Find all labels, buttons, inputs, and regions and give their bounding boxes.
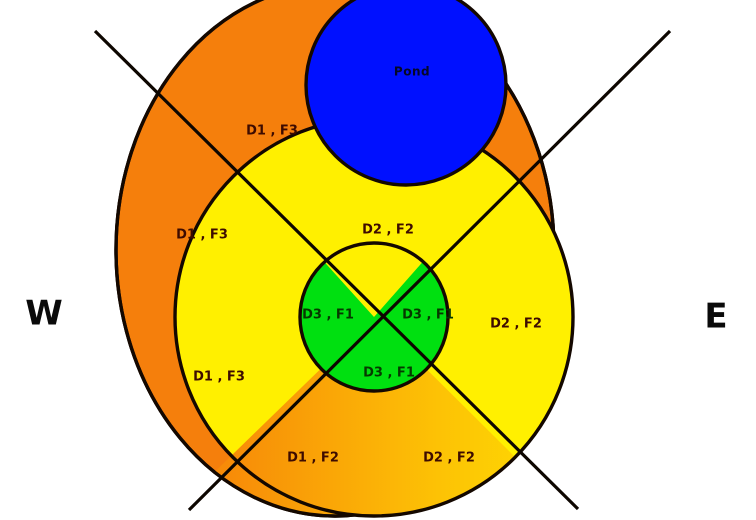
label-d2f2-bottom: D2 , F2 bbox=[423, 451, 475, 466]
label-d2f2-top: D2 , F2 bbox=[362, 223, 414, 238]
label-d1f3-top: D1 , F3 bbox=[246, 124, 298, 139]
label-d2f2-right: D2 , F2 bbox=[490, 317, 542, 332]
label-d3f1-bottom: D3 , F1 bbox=[363, 366, 415, 381]
pond-zone bbox=[304, 0, 508, 187]
compass-west-label: W bbox=[25, 294, 63, 334]
label-d1f2-bottom: D1 , F2 bbox=[287, 451, 339, 466]
compass-group: W E bbox=[25, 294, 727, 337]
label-d1f3-lower-left: D1 , F3 bbox=[193, 370, 245, 385]
pond-circle-shape bbox=[304, 0, 508, 187]
green-circle-outline bbox=[298, 241, 450, 393]
zone-labels-group: Pond D1 , F3 D1 , F3 D1 , F3 D2 , F2 D2 … bbox=[176, 65, 542, 466]
label-d3f1-left: D3 , F1 bbox=[302, 308, 354, 323]
diagonal-ne-sw-line bbox=[187, 29, 672, 512]
diagonal-nw-se-line bbox=[93, 29, 580, 511]
label-d1f3-left: D1 , F3 bbox=[176, 228, 228, 243]
compass-east-label: E bbox=[704, 297, 727, 337]
label-d3f1-right: D3 , F1 bbox=[402, 308, 454, 323]
cross-lines-group bbox=[93, 29, 672, 512]
label-pond: Pond bbox=[394, 65, 430, 79]
